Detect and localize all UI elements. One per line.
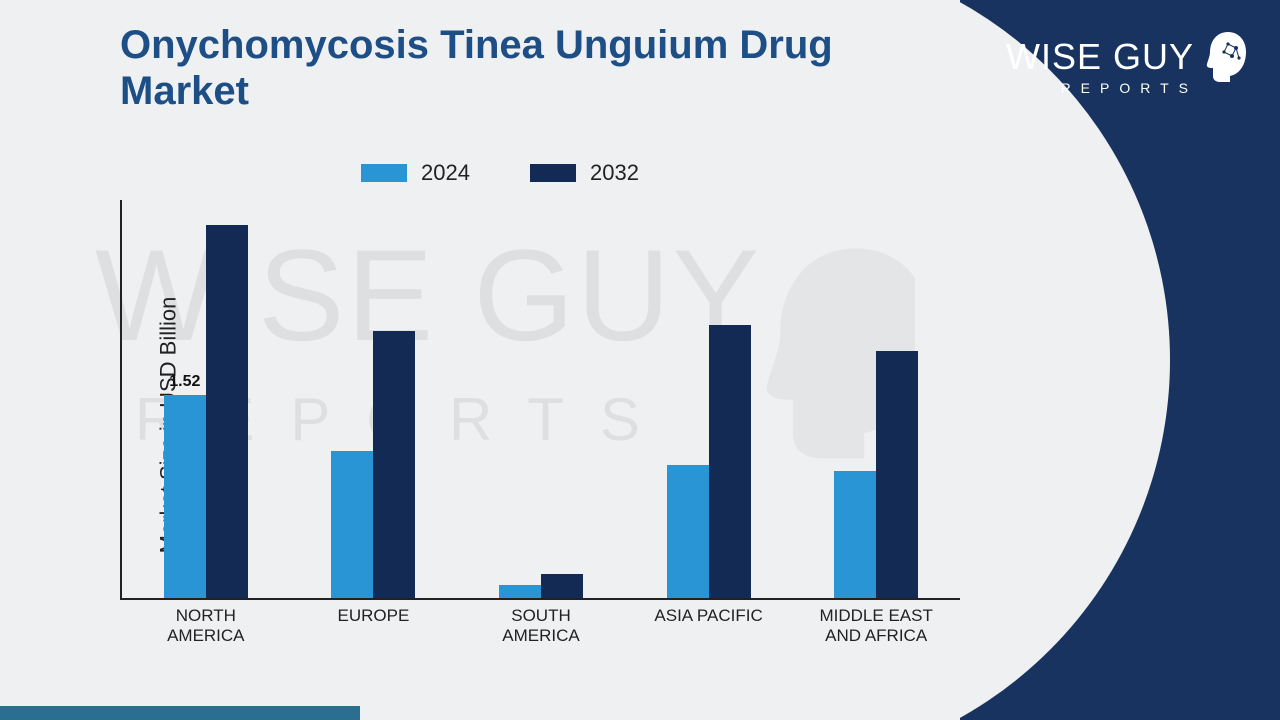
bar [667, 465, 709, 598]
legend-swatch-2024 [361, 164, 407, 182]
logo-main-text: WISE GUY [1006, 36, 1194, 78]
legend-label-2024: 2024 [421, 160, 470, 186]
bar [499, 585, 541, 598]
bar-group: ASIA PACIFIC [634, 200, 784, 598]
bar-group: EUROPE [298, 200, 448, 598]
bar-group: MIDDLE EAST AND AFRICA [801, 200, 951, 598]
legend-swatch-2032 [530, 164, 576, 182]
head-icon [1204, 30, 1252, 84]
legend-item-2024: 2024 [361, 160, 470, 186]
logo-sub-text: REPORTS [982, 80, 1198, 96]
logo: WISE GUY REPORTS [982, 30, 1252, 96]
bar-groups: 1.52NORTH AMERICAEUROPESOUTH AMERICAASIA… [122, 200, 960, 598]
category-label: ASIA PACIFIC [644, 606, 774, 626]
bar [541, 574, 583, 598]
legend: 2024 2032 [40, 160, 960, 186]
page-title: Onychomycosis Tinea Unguium Drug Market [120, 22, 880, 114]
bar-group: SOUTH AMERICA [466, 200, 616, 598]
bar-value-label: 1.52 [169, 373, 200, 391]
bar: 1.52 [164, 395, 206, 598]
bar [709, 325, 751, 598]
category-label: SOUTH AMERICA [476, 606, 606, 647]
bar-group: 1.52NORTH AMERICA [131, 200, 281, 598]
bar [206, 225, 248, 598]
category-label: EUROPE [308, 606, 438, 626]
legend-label-2032: 2032 [590, 160, 639, 186]
category-label: MIDDLE EAST AND AFRICA [811, 606, 941, 647]
bar [373, 331, 415, 598]
bar [331, 451, 373, 598]
footer-bar [0, 706, 360, 720]
bar [876, 351, 918, 598]
chart: 2024 2032 Market Size in USD Billion 1.5… [40, 160, 960, 690]
legend-item-2032: 2032 [530, 160, 639, 186]
category-label: NORTH AMERICA [141, 606, 271, 647]
plot-area: 1.52NORTH AMERICAEUROPESOUTH AMERICAASIA… [120, 200, 960, 600]
bar [834, 471, 876, 598]
